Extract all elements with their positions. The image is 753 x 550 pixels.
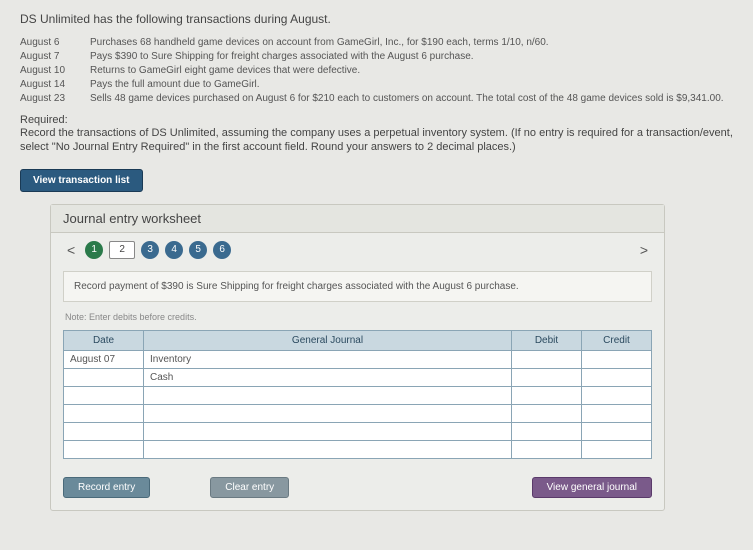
account-cell[interactable] bbox=[144, 440, 512, 458]
step-pager: < 1 2 3 4 5 6 > bbox=[51, 233, 664, 267]
credit-cell[interactable] bbox=[582, 422, 652, 440]
record-entry-button[interactable]: Record entry bbox=[63, 477, 150, 498]
journal-entry-table: Date General Journal Debit Credit August… bbox=[63, 330, 652, 459]
transaction-date: August 23 bbox=[20, 92, 90, 106]
account-cell[interactable] bbox=[144, 404, 512, 422]
step-1[interactable]: 1 bbox=[85, 241, 103, 259]
account-cell[interactable] bbox=[144, 422, 512, 440]
worksheet-header: Journal entry worksheet bbox=[51, 205, 664, 233]
transaction-row: August 7 Pays $390 to Sure Shipping for … bbox=[20, 50, 733, 64]
transaction-date: August 10 bbox=[20, 64, 90, 78]
step-4[interactable]: 4 bbox=[165, 241, 183, 259]
debit-cell[interactable] bbox=[512, 422, 582, 440]
transaction-row: August 23 Sells 48 game devices purchase… bbox=[20, 92, 733, 106]
table-row bbox=[64, 386, 652, 404]
account-cell[interactable]: Inventory bbox=[144, 350, 512, 368]
transaction-date: August 14 bbox=[20, 78, 90, 92]
debit-cell[interactable] bbox=[512, 368, 582, 386]
account-cell[interactable]: Cash bbox=[144, 368, 512, 386]
credit-cell[interactable] bbox=[582, 386, 652, 404]
journal-worksheet-panel: Journal entry worksheet < 1 2 3 4 5 6 > … bbox=[50, 204, 665, 511]
transaction-date: August 7 bbox=[20, 50, 90, 64]
transaction-desc: Purchases 68 handheld game devices on ac… bbox=[90, 36, 733, 50]
transaction-desc: Sells 48 game devices purchased on Augus… bbox=[90, 92, 733, 106]
step-3[interactable]: 3 bbox=[141, 241, 159, 259]
date-cell[interactable] bbox=[64, 386, 144, 404]
transaction-desc: Returns to GameGirl eight game devices t… bbox=[90, 64, 733, 78]
worksheet-footer: Record entry Clear entry View general jo… bbox=[51, 469, 664, 510]
table-row bbox=[64, 404, 652, 422]
clear-entry-button[interactable]: Clear entry bbox=[210, 477, 289, 498]
required-text: Record the transactions of DS Unlimited,… bbox=[20, 126, 733, 155]
entry-instruction: Record payment of $390 is Sure Shipping … bbox=[63, 271, 652, 302]
col-date-header: Date bbox=[64, 330, 144, 350]
date-cell[interactable] bbox=[64, 368, 144, 386]
table-row: August 07 Inventory bbox=[64, 350, 652, 368]
transaction-desc: Pays the full amount due to GameGirl. bbox=[90, 78, 733, 92]
view-general-journal-button[interactable]: View general journal bbox=[532, 477, 652, 498]
required-label: Required: bbox=[20, 114, 733, 126]
date-cell[interactable] bbox=[64, 440, 144, 458]
date-cell[interactable] bbox=[64, 404, 144, 422]
credit-cell[interactable] bbox=[582, 368, 652, 386]
page-title: DS Unlimited has the following transacti… bbox=[20, 12, 733, 26]
transaction-list: August 6 Purchases 68 handheld game devi… bbox=[20, 36, 733, 106]
pager-prev-button[interactable]: < bbox=[63, 242, 79, 258]
debit-cell[interactable] bbox=[512, 404, 582, 422]
transaction-date: August 6 bbox=[20, 36, 90, 50]
col-gj-header: General Journal bbox=[144, 330, 512, 350]
step-2-current[interactable]: 2 bbox=[109, 241, 135, 259]
credit-cell[interactable] bbox=[582, 350, 652, 368]
credit-cell[interactable] bbox=[582, 440, 652, 458]
col-credit-header: Credit bbox=[582, 330, 652, 350]
transaction-row: August 6 Purchases 68 handheld game devi… bbox=[20, 36, 733, 50]
step-6[interactable]: 6 bbox=[213, 241, 231, 259]
debit-cell[interactable] bbox=[512, 440, 582, 458]
step-5[interactable]: 5 bbox=[189, 241, 207, 259]
pager-next-button[interactable]: > bbox=[636, 242, 652, 258]
table-row: Cash bbox=[64, 368, 652, 386]
table-row bbox=[64, 440, 652, 458]
date-cell[interactable] bbox=[64, 422, 144, 440]
table-row bbox=[64, 422, 652, 440]
transaction-row: August 14 Pays the full amount due to Ga… bbox=[20, 78, 733, 92]
date-cell[interactable]: August 07 bbox=[64, 350, 144, 368]
transaction-row: August 10 Returns to GameGirl eight game… bbox=[20, 64, 733, 78]
debit-cell[interactable] bbox=[512, 386, 582, 404]
credit-cell[interactable] bbox=[582, 404, 652, 422]
note-text: Note: Enter debits before credits. bbox=[51, 310, 664, 328]
transaction-desc: Pays $390 to Sure Shipping for freight c… bbox=[90, 50, 733, 64]
view-transaction-list-button[interactable]: View transaction list bbox=[20, 169, 143, 192]
account-cell[interactable] bbox=[144, 386, 512, 404]
col-debit-header: Debit bbox=[512, 330, 582, 350]
debit-cell[interactable] bbox=[512, 350, 582, 368]
